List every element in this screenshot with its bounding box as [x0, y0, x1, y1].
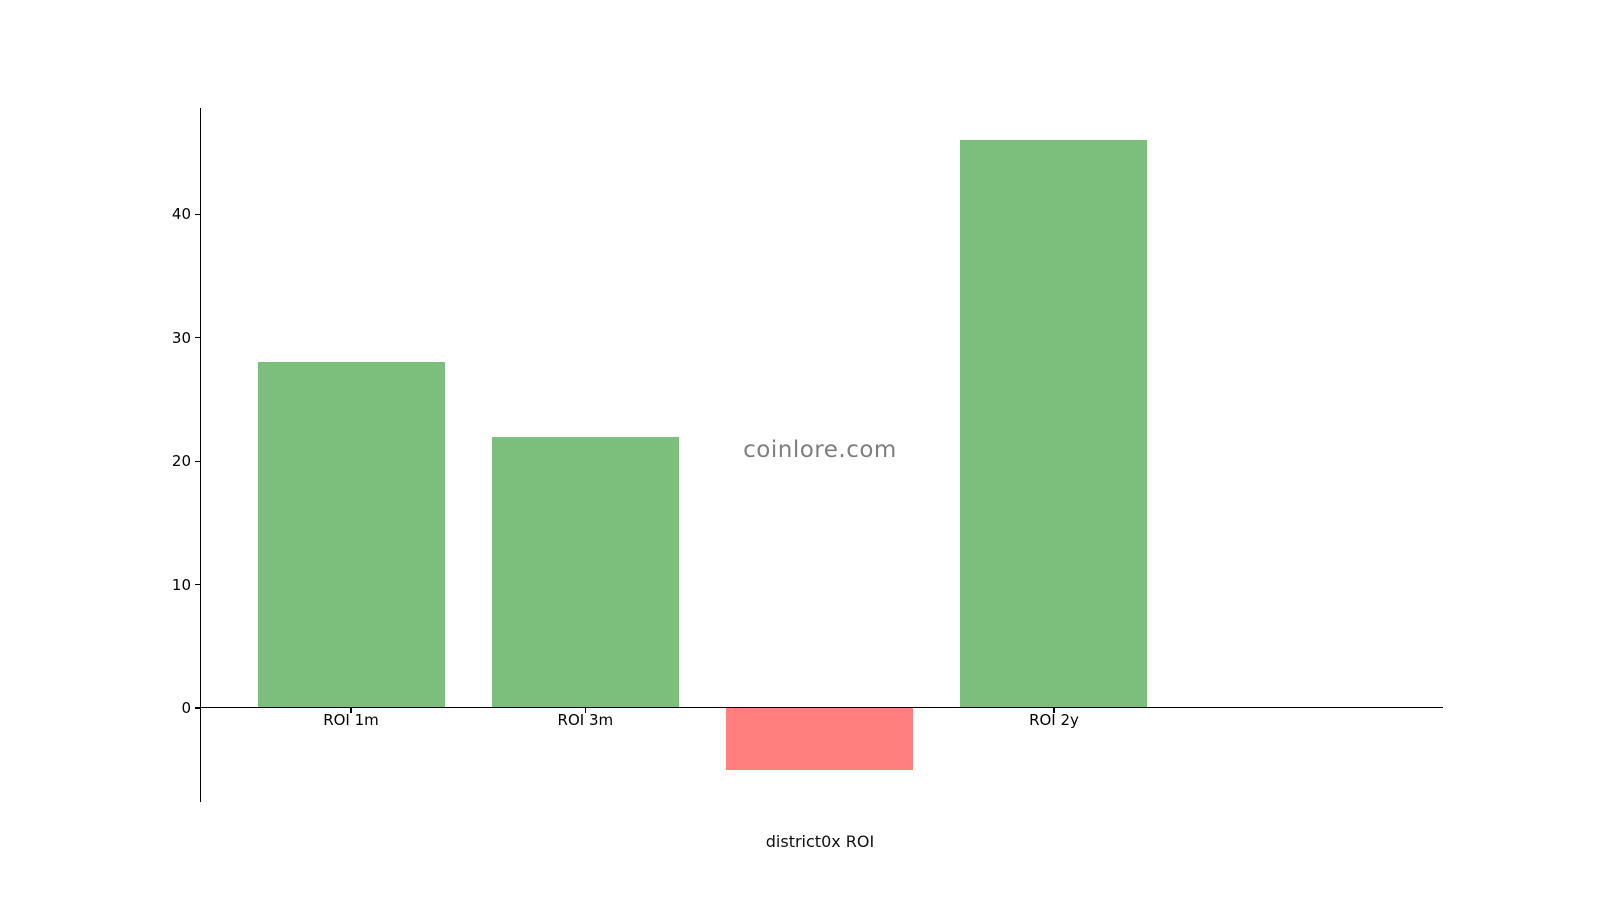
y-tick-label: 10	[171, 575, 191, 594]
x-tick-label: ROI 2y	[1029, 711, 1079, 729]
x-tick-mark	[1053, 708, 1055, 713]
x-tick-mark	[350, 708, 352, 713]
x-tick-label: ROI 3m	[557, 711, 614, 729]
y-tick-mark	[195, 460, 201, 462]
bar-roi-1m	[257, 362, 445, 708]
y-tick-mark	[195, 213, 201, 216]
watermark-text: coinlore.com	[743, 437, 897, 463]
y-tick-mark	[195, 583, 201, 586]
bar-roi-2y	[960, 140, 1148, 708]
y-tick-mark	[195, 337, 201, 339]
x-tick-label: ROI 1m	[323, 711, 379, 729]
y-tick-label: 30	[171, 328, 191, 347]
x-tick-mark	[584, 708, 587, 713]
chart-title: district0x ROI	[765, 832, 875, 851]
bar-roi-3m	[491, 436, 679, 708]
y-tick-label: 20	[171, 452, 191, 471]
y-tick-label: 40	[171, 205, 191, 224]
y-tick-label: 0	[181, 699, 191, 717]
x-axis-line	[200, 707, 1443, 709]
y-axis-line	[200, 108, 202, 802]
y-tick-mark	[195, 707, 201, 709]
bar-unlabeled	[726, 708, 914, 770]
